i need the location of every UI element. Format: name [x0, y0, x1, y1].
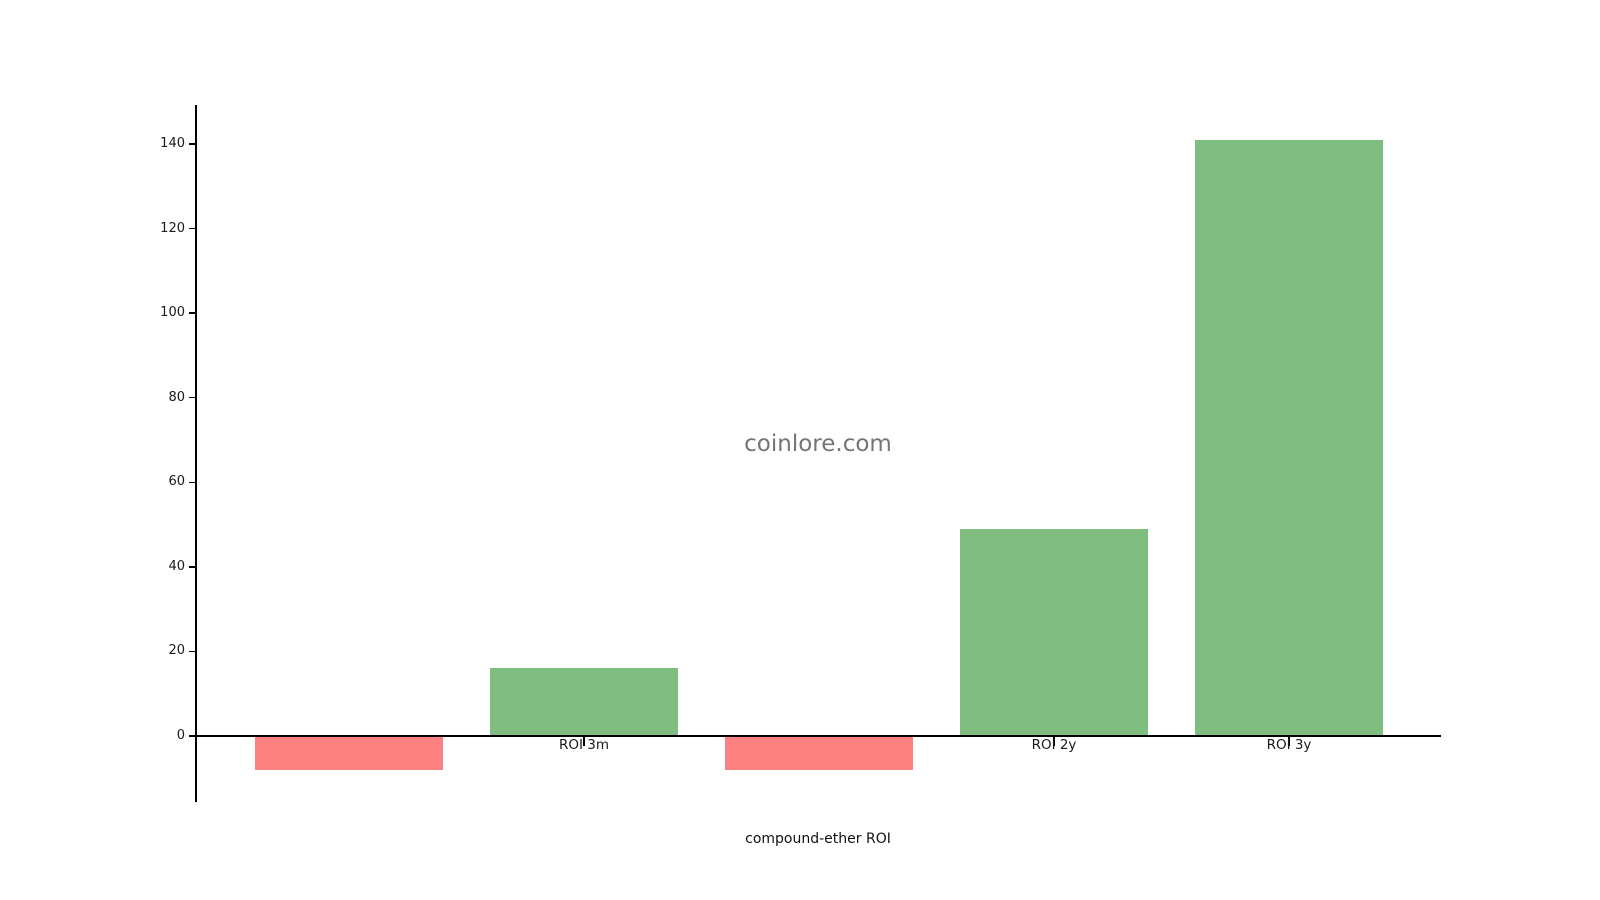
y-tick: [189, 735, 196, 737]
y-tick: [189, 227, 196, 230]
bar-ROI 3m: [490, 668, 678, 736]
x-tick-label: ROI 3m: [558, 737, 610, 753]
y-tick-label: 60: [168, 474, 185, 490]
bar-roi-1: [255, 736, 443, 770]
y-axis-line: [195, 105, 197, 802]
y-tick: [189, 650, 196, 653]
chart-title: compound-ether ROI: [745, 831, 891, 847]
x-tick-label: ROI 2y: [1031, 737, 1077, 753]
watermark: coinlore.com: [744, 431, 892, 457]
bar-roi-3: [725, 736, 913, 770]
y-tick-label: 80: [168, 389, 185, 405]
y-tick: [189, 566, 196, 568]
y-tick-label: 140: [160, 135, 185, 151]
y-tick: [189, 312, 196, 314]
bar-ROI 3y: [1195, 139, 1383, 736]
y-tick: [189, 396, 196, 399]
y-tick-label: 20: [168, 643, 185, 659]
bar-ROI 2y: [960, 528, 1148, 736]
x-tick: [1053, 736, 1055, 746]
y-tick-label: 40: [168, 558, 185, 574]
x-tick: [583, 736, 585, 746]
x-axis-line: [195, 735, 1441, 737]
y-tick-label: 100: [160, 305, 185, 321]
x-tick: [1288, 736, 1290, 746]
x-tick-label: ROI 3y: [1266, 737, 1312, 753]
y-tick-label: 120: [160, 220, 185, 236]
y-tick: [189, 481, 196, 484]
y-tick-label: 0: [176, 728, 185, 743]
y-tick: [189, 143, 196, 145]
